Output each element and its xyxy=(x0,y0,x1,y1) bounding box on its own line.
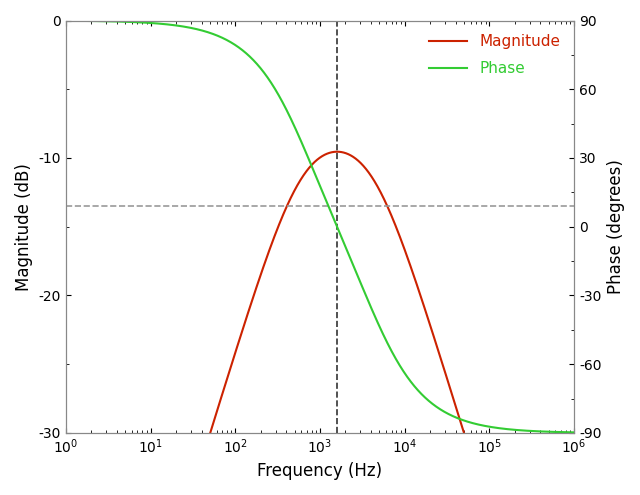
Y-axis label: Magnitude (dB): Magnitude (dB) xyxy=(15,163,33,291)
X-axis label: Frequency (Hz): Frequency (Hz) xyxy=(257,462,383,480)
Legend: Magnitude, Phase: Magnitude, Phase xyxy=(423,28,566,83)
Y-axis label: Phase (degrees): Phase (degrees) xyxy=(607,159,625,294)
